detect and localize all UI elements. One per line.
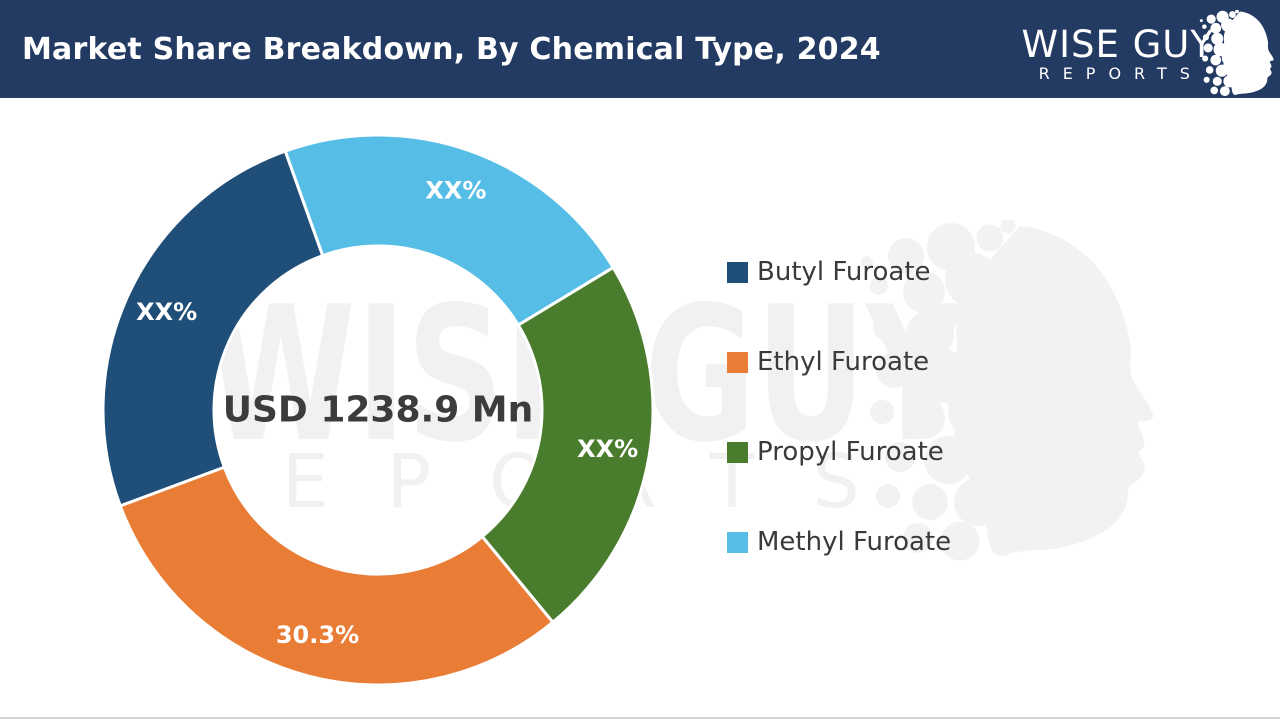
segment-label-propyl-furoate: XX% <box>577 435 638 463</box>
donut-segment-butyl-furoate <box>101 149 325 508</box>
segment-label-ethyl-furoate: 30.3% <box>276 621 359 649</box>
legend-label-ethyl: Ethyl Furoate <box>757 347 930 377</box>
legend-label-methyl: Methyl Furoate <box>757 527 952 557</box>
legend-swatch-ethyl <box>727 351 748 373</box>
donut-segment-methyl-furoate <box>283 133 615 327</box>
legend-item-propyl-furoate: Propyl Furoate <box>727 437 951 467</box>
brand-face-icon <box>1199 10 1274 97</box>
brand-logo-text: WISE GUY REPORTS <box>1021 23 1214 83</box>
legend-swatch-methyl <box>727 531 748 553</box>
brand-logo: WISE GUY REPORTS <box>1022 10 1276 98</box>
legend-item-butyl-furoate: Butyl Furoate <box>727 257 951 287</box>
chart-legend: Butyl Furoate Ethyl Furoate Propyl Furoa… <box>727 257 951 557</box>
legend-item-ethyl-furoate: Ethyl Furoate <box>727 347 951 377</box>
page-title: Market Share Breakdown, By Chemical Type… <box>22 31 881 67</box>
legend-swatch-propyl <box>727 441 748 463</box>
legend-label-propyl: Propyl Furoate <box>757 437 944 467</box>
donut-segment-labels: XX% 30.3% XX% XX% <box>136 176 638 649</box>
donut-center-label: USD 1238.9 Mn <box>223 390 533 431</box>
donut-segments <box>101 133 655 687</box>
segment-label-butyl-furoate: XX% <box>136 298 197 326</box>
legend-item-methyl-furoate: Methyl Furoate <box>727 527 951 557</box>
bottom-divider <box>0 717 1280 719</box>
wise-guy-logo-text: WISE GUY <box>1021 23 1214 67</box>
legend-label-butyl: Butyl Furoate <box>757 257 931 287</box>
header-bar: Market Share Breakdown, By Chemical Type… <box>0 0 1280 98</box>
reports-logo-text: REPORTS <box>1038 63 1203 83</box>
donut-segment-ethyl-furoate <box>118 465 555 687</box>
donut-chart: XX% 30.3% XX% XX% USD 1238.9 Mn <box>101 133 655 687</box>
segment-label-methyl-furoate: XX% <box>425 176 486 204</box>
donut-segment-propyl-furoate <box>480 265 655 624</box>
legend-swatch-butyl <box>727 261 748 283</box>
